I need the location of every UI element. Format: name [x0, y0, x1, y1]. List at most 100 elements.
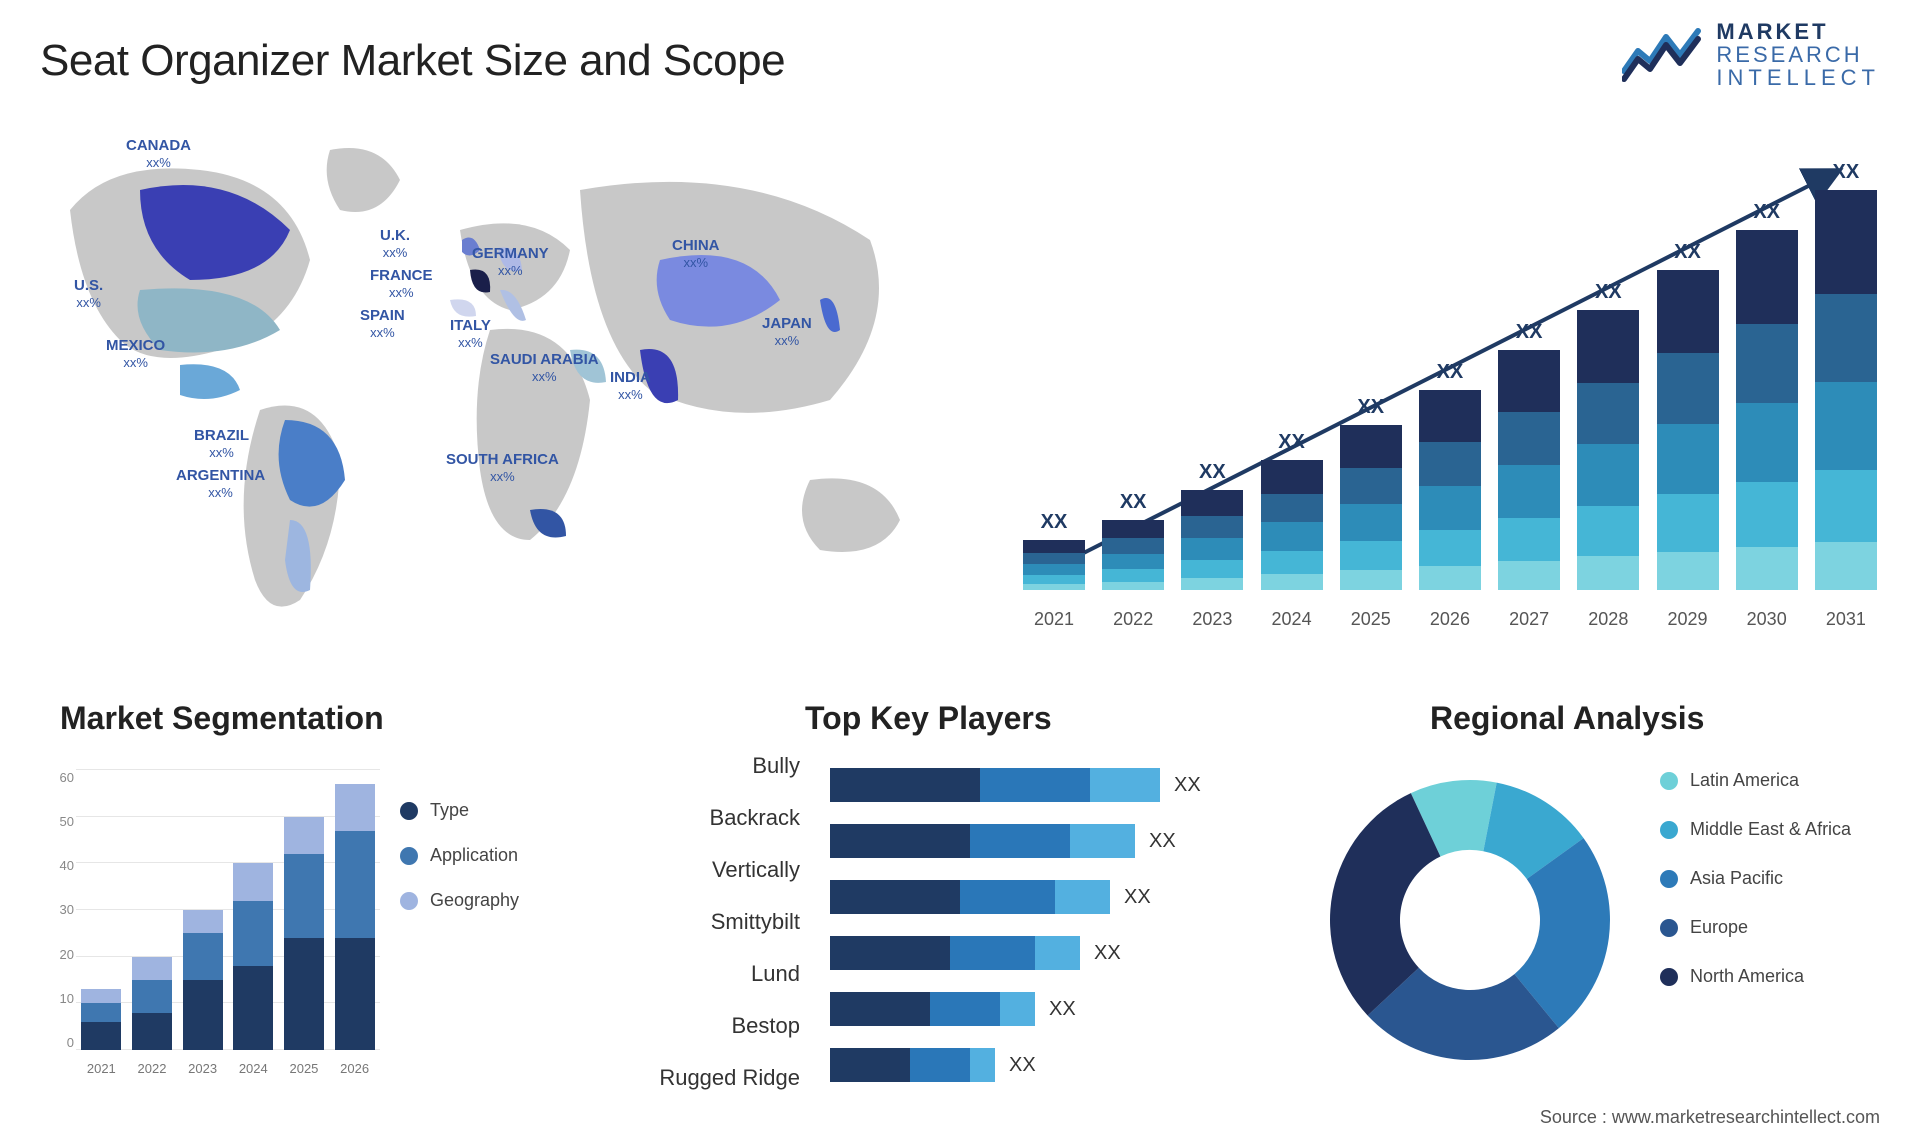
- market-bar: XX: [1654, 241, 1722, 590]
- player-name: Rugged Ridge: [630, 1062, 800, 1094]
- market-bar: XX: [1178, 461, 1246, 590]
- player-bar-row: XX: [830, 768, 1280, 802]
- market-bar: XX: [1733, 201, 1801, 590]
- year-label: 2024: [1258, 609, 1326, 630]
- map-label: ITALYxx%: [450, 318, 491, 351]
- bar-value-label: XX: [1041, 511, 1068, 534]
- map-label: U.S.xx%: [74, 278, 103, 311]
- logo-text-2: RESEARCH: [1716, 43, 1880, 66]
- market-bar: XX: [1416, 361, 1484, 590]
- year-label: 2028: [1574, 609, 1642, 630]
- bar-value-label: XX: [1357, 396, 1384, 419]
- map-label: BRAZILxx%: [194, 428, 249, 461]
- brand-logo: MARKET RESEARCH INTELLECT: [1622, 20, 1880, 89]
- segmentation-year: 2024: [233, 1061, 273, 1076]
- map-label: SOUTH AFRICAxx%: [446, 452, 559, 485]
- market-size-chart: XX XX XX XX XX XX XX XX XX XX XX 2021 2022 2023 2024 2…: [1020, 140, 1880, 630]
- legend-item: North America: [1660, 966, 1880, 987]
- player-bar-row: XX: [830, 1048, 1280, 1082]
- segmentation-bar: [335, 784, 375, 1050]
- year-label: 2022: [1099, 609, 1167, 630]
- key-players-title: Top Key Players: [805, 700, 1052, 737]
- player-name: Vertically: [630, 854, 800, 886]
- legend-item: Latin America: [1660, 770, 1880, 791]
- bar-value-label: XX: [1595, 281, 1622, 304]
- regional-legend: Latin America Middle East & Africa Asia Pa…: [1660, 770, 1880, 987]
- logo-text-1: MARKET: [1716, 20, 1880, 43]
- legend-item: Europe: [1660, 917, 1880, 938]
- market-bar: XX: [1258, 431, 1326, 590]
- year-label: 2021: [1020, 609, 1088, 630]
- segmentation-year: 2023: [183, 1061, 223, 1076]
- segmentation-bar: [233, 863, 273, 1050]
- player-bar-row: XX: [830, 824, 1280, 858]
- player-bar-row: XX: [830, 880, 1280, 914]
- year-label: 2026: [1416, 609, 1484, 630]
- market-bar: XX: [1099, 491, 1167, 590]
- player-bar-row: XX: [830, 936, 1280, 970]
- bar-value-label: XX: [1516, 321, 1543, 344]
- bar-value-label: XX: [1833, 161, 1860, 184]
- player-name: Bestop: [630, 1010, 800, 1042]
- map-label: GERMANYxx%: [472, 246, 549, 279]
- map-label: MEXICOxx%: [106, 338, 165, 371]
- map-label: ARGENTINAxx%: [176, 468, 265, 501]
- map-label: INDIAxx%: [610, 370, 651, 403]
- market-bar: XX: [1495, 321, 1563, 590]
- legend-item: Application: [400, 845, 550, 866]
- logo-mark-icon: [1622, 27, 1702, 83]
- segmentation-year: 2025: [284, 1061, 324, 1076]
- legend-item: Middle East & Africa: [1660, 819, 1880, 840]
- map-label: SAUDI ARABIAxx%: [490, 352, 599, 385]
- regional-title: Regional Analysis: [1430, 700, 1704, 737]
- player-value: XX: [1174, 774, 1201, 797]
- legend-item: Asia Pacific: [1660, 868, 1880, 889]
- market-bar: XX: [1574, 281, 1642, 590]
- regional-donut: [1310, 760, 1630, 1080]
- segmentation-chart: 0102030405060 202120222023202420252026 T…: [40, 760, 550, 1090]
- legend-item: Geography: [400, 890, 550, 911]
- player-name: Backrack: [630, 802, 800, 834]
- player-value: XX: [1009, 1054, 1036, 1077]
- market-bar: XX: [1020, 511, 1088, 590]
- map-label: SPAINxx%: [360, 308, 405, 341]
- segmentation-year: 2021: [81, 1061, 121, 1076]
- segmentation-title: Market Segmentation: [60, 700, 384, 737]
- map-label: FRANCExx%: [370, 268, 433, 301]
- player-name: Smittybilt: [630, 906, 800, 938]
- player-bar-row: XX: [830, 992, 1280, 1026]
- year-label: 2031: [1812, 609, 1880, 630]
- year-label: 2025: [1337, 609, 1405, 630]
- logo-text-3: INTELLECT: [1716, 66, 1880, 89]
- segmentation-bar: [132, 957, 172, 1050]
- year-label: 2027: [1495, 609, 1563, 630]
- bar-value-label: XX: [1437, 361, 1464, 384]
- player-value: XX: [1094, 942, 1121, 965]
- bar-value-label: XX: [1278, 431, 1305, 454]
- year-label: 2029: [1654, 609, 1722, 630]
- source-text: Source : www.marketresearchintellect.com: [1540, 1107, 1880, 1128]
- market-bar: XX: [1337, 396, 1405, 590]
- segmentation-year: 2026: [335, 1061, 375, 1076]
- legend-item: Type: [400, 800, 550, 821]
- player-value: XX: [1124, 886, 1151, 909]
- bar-value-label: XX: [1120, 491, 1147, 514]
- player-value: XX: [1049, 998, 1076, 1021]
- market-bar: XX: [1812, 161, 1880, 590]
- player-name: Bully: [630, 750, 800, 782]
- map-label: CANADAxx%: [126, 138, 191, 171]
- segmentation-bar: [284, 817, 324, 1050]
- map-label: CHINAxx%: [672, 238, 720, 271]
- year-label: 2030: [1733, 609, 1801, 630]
- world-map: CANADAxx% U.S.xx%MEXICOxx% BRAZILxx% ARGENT…: [30, 120, 950, 660]
- bar-value-label: XX: [1674, 241, 1701, 264]
- key-players-bars: XX XX XX XX XX XX: [830, 768, 1280, 1082]
- segmentation-year: 2022: [132, 1061, 172, 1076]
- bar-value-label: XX: [1753, 201, 1780, 224]
- bar-value-label: XX: [1199, 461, 1226, 484]
- segmentation-bar: [183, 910, 223, 1050]
- year-label: 2023: [1178, 609, 1246, 630]
- player-name: Lund: [630, 958, 800, 990]
- page-title: Seat Organizer Market Size and Scope: [40, 36, 785, 86]
- segmentation-bar: [81, 989, 121, 1050]
